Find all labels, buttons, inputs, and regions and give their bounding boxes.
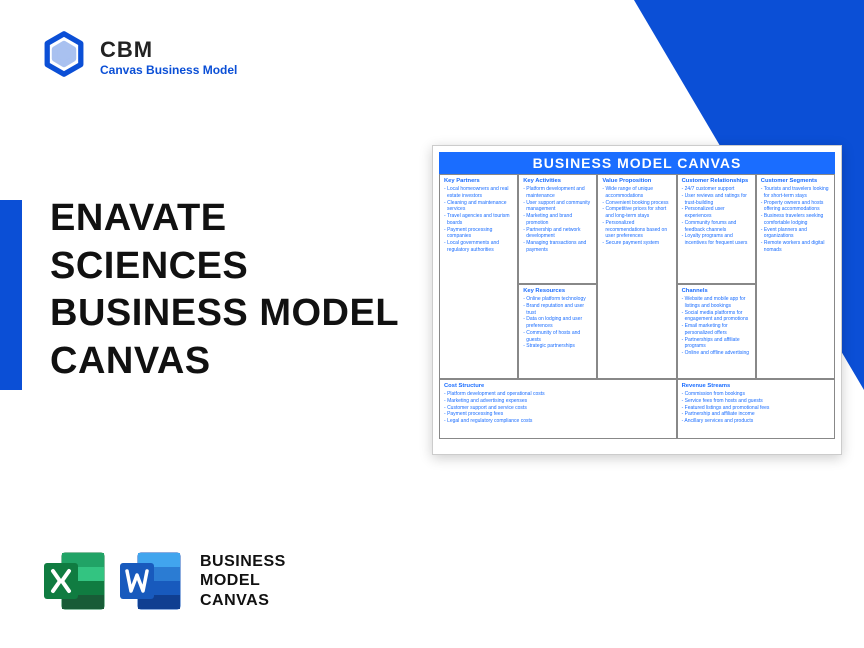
list-item: Strategic partnerships — [523, 343, 592, 350]
cell-channels: ChannelsWebsite and mobile app for listi… — [677, 284, 756, 379]
file-icons: BUSINESS MODEL CANVAS — [40, 549, 286, 613]
headline-l4: CANVAS — [50, 338, 399, 386]
list-item: Secure payment system — [602, 240, 671, 247]
list-item: Email marketing for personalized offers — [682, 323, 751, 337]
headline-l3: BUSINESS MODEL — [50, 290, 399, 338]
headline-l2: SCIENCES — [50, 243, 399, 291]
list-item: Managing transactions and payments — [523, 240, 592, 254]
list-item: Payment processing fees — [444, 411, 672, 418]
list-item: Data on lodging and user preferences — [523, 316, 592, 330]
list-item: Local governments and regulatory authori… — [444, 240, 513, 254]
list-item: Convenient booking process — [602, 200, 671, 207]
list-item: Online and offline advertising — [682, 350, 751, 357]
list-item: Property owners and hosts offering accom… — [761, 200, 830, 214]
list-item: Customer support and service costs — [444, 405, 672, 412]
cell-key-resources: Key ResourcesOnline platform technologyB… — [518, 284, 597, 379]
list-item: Commission from bookings — [682, 391, 830, 398]
list-item: Community forums and feedback channels — [682, 220, 751, 234]
list-item: Payment processing companies — [444, 227, 513, 241]
canvas-grid: Key PartnersLocal homeowners and real es… — [439, 174, 835, 448]
list-item: Social media platforms for engagement an… — [682, 310, 751, 324]
list-item: Website and mobile app for listings and … — [682, 296, 751, 310]
accent-bar — [0, 200, 22, 390]
list-item: Competitive prices for short and long-te… — [602, 206, 671, 220]
list-item: Online platform technology — [523, 296, 592, 303]
headline-l1: ENAVATE — [50, 195, 399, 243]
list-item: Partnerships and affiliate programs — [682, 337, 751, 351]
excel-icon — [40, 549, 108, 613]
list-item: Personalized recommendations based on us… — [602, 220, 671, 240]
list-item: Personalized user experiences — [682, 206, 751, 220]
list-item: Legal and regulatory compliance costs — [444, 418, 672, 425]
list-item: Community of hosts and guests — [523, 330, 592, 344]
cell-revenue-streams: Revenue StreamsCommission from bookingsS… — [677, 379, 835, 439]
cell-customer-relationships: Customer Relationships24/7 customer supp… — [677, 174, 756, 284]
canvas-preview: BUSINESS MODEL CANVAS Key PartnersLocal … — [432, 145, 842, 455]
list-item: Wide range of unique accommodations — [602, 186, 671, 200]
list-item: Cleaning and maintenance services — [444, 200, 513, 214]
logo-subtitle: Canvas Business Model — [100, 63, 237, 77]
cell-key-partners: Key PartnersLocal homeowners and real es… — [439, 174, 518, 379]
cell-cost-structure: Cost StructurePlatform development and o… — [439, 379, 677, 439]
bottom-label: BUSINESS MODEL CANVAS — [200, 552, 286, 610]
list-item: Service fees from hosts and guests — [682, 398, 830, 405]
cell-value-proposition: Value PropositionWide range of unique ac… — [597, 174, 676, 379]
list-item: User reviews and ratings for trust-build… — [682, 193, 751, 207]
list-item: Loyalty programs and incentives for freq… — [682, 233, 751, 247]
list-item: Featured listings and promotional fees — [682, 405, 830, 412]
list-item: Event planners and organizations — [761, 227, 830, 241]
cell-key-activities: Key ActivitiesPlatform development and m… — [518, 174, 597, 284]
list-item: Partnership and network development — [523, 227, 592, 241]
list-item: User support and community management — [523, 200, 592, 214]
list-item: Travel agencies and tourism boards — [444, 213, 513, 227]
list-item: Partnership and affiliate income — [682, 411, 830, 418]
cell-customer-segments: Customer SegmentsTourists and travelers … — [756, 174, 835, 379]
canvas-title: BUSINESS MODEL CANVAS — [439, 152, 835, 174]
headline: ENAVATE SCIENCES BUSINESS MODEL CANVAS — [50, 195, 399, 385]
logo-icon — [40, 30, 88, 83]
logo-name: CBM — [100, 37, 237, 63]
list-item: Remote workers and digital nomads — [761, 240, 830, 254]
list-item: Ancillary services and products — [682, 418, 830, 425]
list-item: Business travelers seeking comfortable l… — [761, 213, 830, 227]
list-item: Local homeowners and real estate investo… — [444, 186, 513, 200]
list-item: Marketing and advertising expenses — [444, 398, 672, 405]
list-item: Tourists and travelers looking for short… — [761, 186, 830, 200]
list-item: Platform development and operational cos… — [444, 391, 672, 398]
logo: CBM Canvas Business Model — [40, 30, 237, 83]
list-item: Marketing and brand promotion — [523, 213, 592, 227]
list-item: Brand reputation and user trust — [523, 303, 592, 317]
list-item: 24/7 customer support — [682, 186, 751, 193]
list-item: Platform development and maintenance — [523, 186, 592, 200]
word-icon — [116, 549, 184, 613]
